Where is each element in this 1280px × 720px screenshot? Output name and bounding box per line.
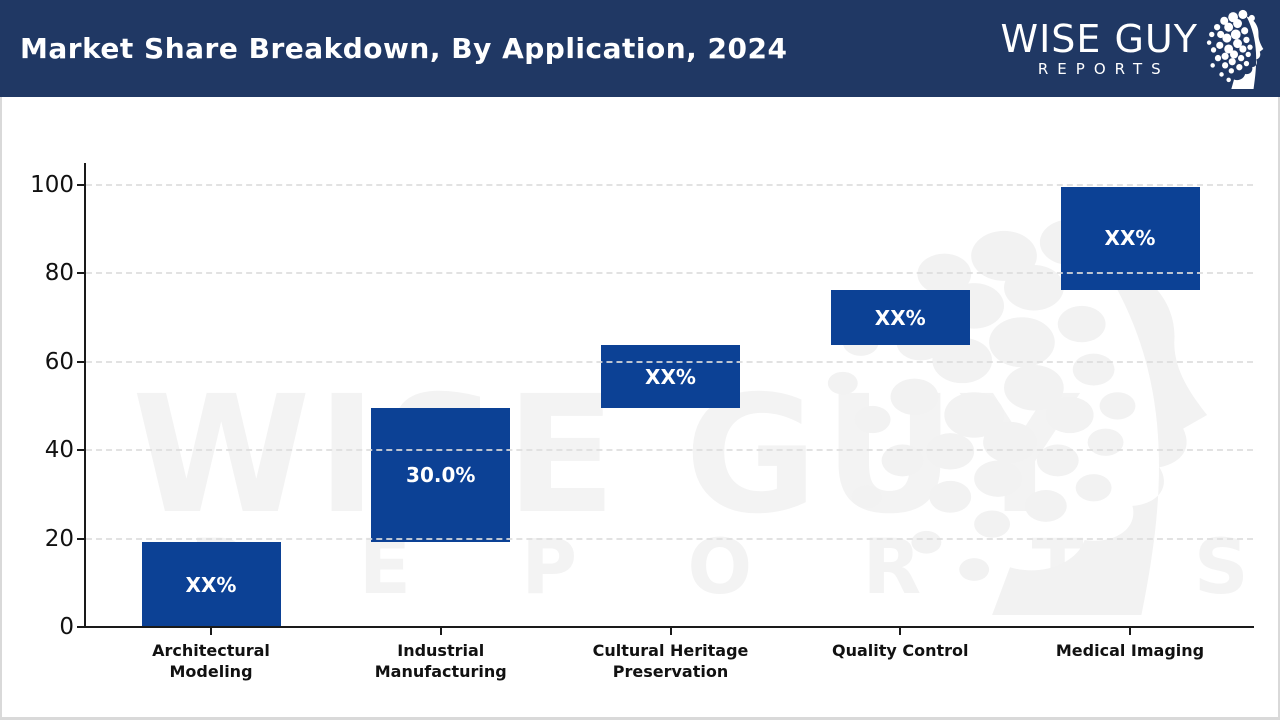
gridline-100 — [86, 184, 1253, 186]
x-axis-tick — [669, 628, 672, 635]
bar-segment: 30.0% — [371, 408, 511, 543]
category-label-line: Preservation — [612, 662, 729, 681]
y-tick-label: 40 — [44, 437, 74, 464]
bar-segment: XX% — [601, 345, 740, 409]
category-label: Cultural Heritage Preservation — [556, 640, 786, 682]
y-axis-tick — [77, 360, 85, 363]
gridline-20 — [86, 537, 1253, 540]
category-label-line: Medical Imaging — [1055, 641, 1205, 660]
x-axis-line — [84, 626, 1254, 628]
gridline-40 — [86, 449, 1253, 452]
bar-value-label: XX% — [645, 364, 696, 389]
y-tick-label: 60 — [44, 348, 74, 375]
x-axis-tick — [899, 628, 902, 635]
y-axis-tick — [77, 626, 85, 628]
y-axis-tick — [77, 272, 85, 275]
y-axis-tick — [77, 184, 85, 186]
y-tick-label: 0 — [59, 614, 74, 640]
category-label-line: Architectural — [152, 641, 270, 660]
y-axis-tick — [77, 449, 85, 452]
category-label: Quality Control — [785, 640, 1015, 661]
category-label-line: Quality Control — [831, 641, 969, 660]
bar-value-label: XX% — [185, 572, 237, 597]
category-label-line: Cultural Heritage — [592, 641, 749, 660]
page-title: Market Share Breakdown, By Application, … — [20, 32, 788, 65]
x-axis-tick — [439, 628, 442, 635]
y-axis-line — [84, 163, 86, 628]
y-tick-label: 20 — [44, 525, 74, 552]
bar-segment: XX% — [141, 542, 281, 627]
face-watermark — [827, 219, 1208, 615]
bar-segment: XX% — [1060, 186, 1200, 291]
bar-value-label: XX% — [1104, 226, 1156, 251]
category-label: Medical Imaging — [1015, 640, 1245, 661]
logo-text: WISE GUY REPORTS — [1001, 19, 1198, 78]
wise-guy-face-icon — [1206, 9, 1264, 89]
header-bar: Market Share Breakdown, By Application, … — [0, 0, 1280, 97]
y-tick-label: 80 — [44, 260, 74, 287]
gridline-60 — [86, 360, 1253, 363]
logo-subtitle: REPORTS — [1037, 60, 1170, 78]
category-label-line: Modeling — [169, 662, 253, 681]
category-label: Industrial Manufacturing — [326, 640, 556, 682]
gridline-80 — [86, 272, 1253, 275]
bar-segment: XX% — [830, 290, 970, 345]
bar-value-label: 30.0% — [406, 463, 476, 488]
y-axis-tick — [77, 537, 85, 540]
logo-wordmark: WISE GUY — [1000, 17, 1198, 61]
y-tick-label: 100 — [30, 172, 74, 198]
bar-value-label: XX% — [874, 305, 926, 330]
category-label: Architectural Modeling — [96, 640, 326, 682]
category-label-line: Industrial — [397, 641, 485, 660]
wise-guy-logo: WISE GUY REPORTS — [1001, 9, 1266, 89]
x-axis-tick — [210, 628, 212, 635]
x-axis-tick — [1129, 628, 1131, 635]
category-label-line: Manufacturing — [374, 662, 507, 681]
